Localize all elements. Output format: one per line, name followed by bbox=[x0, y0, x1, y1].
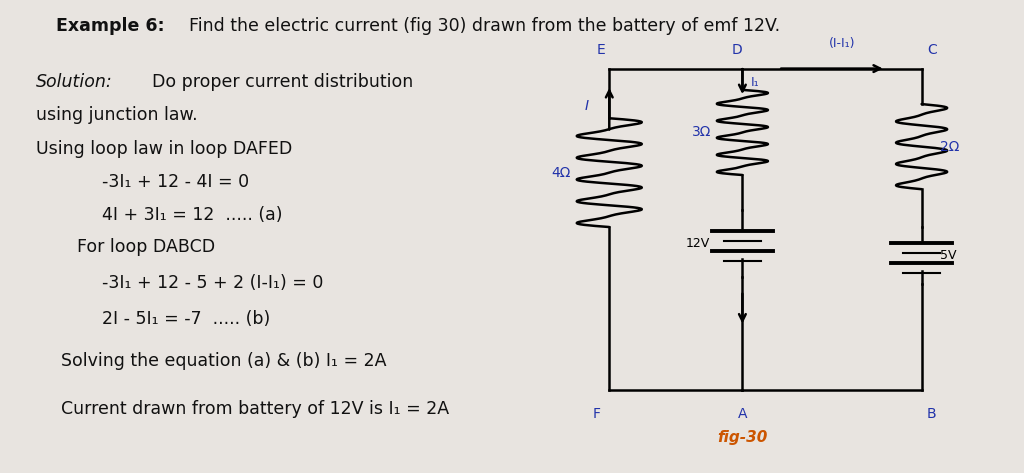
Text: E: E bbox=[597, 43, 605, 57]
Text: I₁: I₁ bbox=[751, 76, 759, 89]
Text: A: A bbox=[737, 407, 748, 421]
Text: fig-30: fig-30 bbox=[717, 430, 768, 446]
Text: For loop DABCD: For loop DABCD bbox=[77, 238, 215, 256]
Text: 2I - 5I₁ = -7  ..... (b): 2I - 5I₁ = -7 ..... (b) bbox=[102, 310, 270, 328]
Text: Find the electric current (fig 30) drawn from the battery of emf 12V.: Find the electric current (fig 30) drawn… bbox=[189, 17, 780, 35]
Text: 12V: 12V bbox=[685, 237, 710, 250]
Text: 4I + 3I₁ = 12  ..... (a): 4I + 3I₁ = 12 ..... (a) bbox=[102, 206, 283, 224]
Text: Using loop law in loop DAFED: Using loop law in loop DAFED bbox=[36, 140, 292, 158]
Text: using junction law.: using junction law. bbox=[36, 106, 198, 124]
Text: -3I₁ + 12 - 5 + 2 (I-I₁) = 0: -3I₁ + 12 - 5 + 2 (I-I₁) = 0 bbox=[102, 274, 324, 292]
Text: 2Ω: 2Ω bbox=[940, 140, 959, 154]
Text: Example 6:: Example 6: bbox=[56, 17, 165, 35]
Text: Do proper current distribution: Do proper current distribution bbox=[152, 73, 413, 91]
Text: -3I₁ + 12 - 4I = 0: -3I₁ + 12 - 4I = 0 bbox=[102, 173, 250, 191]
Text: 3Ω: 3Ω bbox=[692, 125, 712, 140]
Text: Solving the equation (a) & (b) I₁ = 2A: Solving the equation (a) & (b) I₁ = 2A bbox=[61, 352, 387, 370]
Text: 5V: 5V bbox=[940, 249, 956, 262]
Text: D: D bbox=[732, 43, 742, 57]
Text: 4Ω: 4Ω bbox=[551, 166, 570, 180]
Text: F: F bbox=[593, 407, 601, 421]
Text: C: C bbox=[927, 43, 937, 57]
Text: I: I bbox=[585, 99, 589, 114]
Text: (I-I₁): (I-I₁) bbox=[829, 37, 855, 50]
Text: B: B bbox=[927, 407, 937, 421]
Text: Solution:: Solution: bbox=[36, 73, 113, 91]
Text: Current drawn from battery of 12V is I₁ = 2A: Current drawn from battery of 12V is I₁ … bbox=[61, 400, 450, 418]
